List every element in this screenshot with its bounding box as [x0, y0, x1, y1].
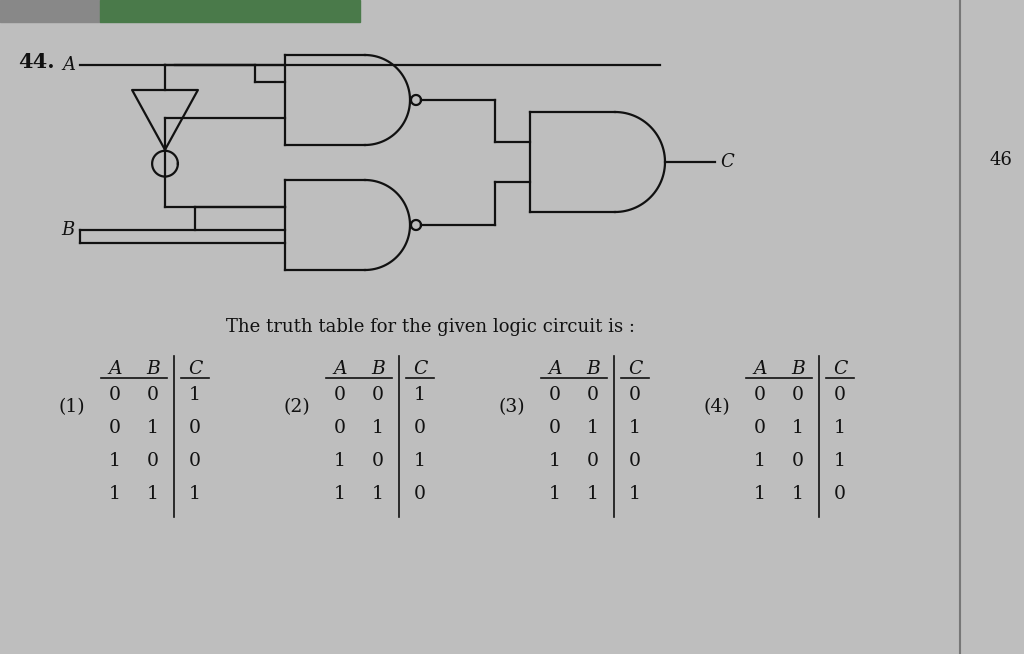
Text: 0: 0 — [109, 419, 121, 437]
Text: 1: 1 — [372, 419, 384, 437]
Text: 0: 0 — [834, 386, 846, 404]
Text: 44.: 44. — [18, 52, 54, 72]
Text: 0: 0 — [629, 452, 641, 470]
Text: 1: 1 — [110, 452, 121, 470]
Text: A: A — [754, 360, 767, 378]
Text: (3): (3) — [499, 398, 525, 417]
Text: 1: 1 — [835, 452, 846, 470]
Bar — [100, 0, 360, 22]
Text: 1: 1 — [189, 485, 201, 503]
Text: B: B — [61, 221, 75, 239]
Text: 0: 0 — [549, 386, 561, 404]
Text: 1: 1 — [147, 419, 159, 437]
Text: 0: 0 — [372, 452, 384, 470]
Text: 1: 1 — [414, 386, 426, 404]
Text: 1: 1 — [334, 485, 346, 503]
Text: 1: 1 — [587, 419, 599, 437]
Text: 1: 1 — [549, 485, 561, 503]
Text: 0: 0 — [629, 386, 641, 404]
Text: C: C — [187, 360, 202, 378]
Text: 1: 1 — [334, 452, 346, 470]
Text: 1: 1 — [372, 485, 384, 503]
Text: 1: 1 — [549, 452, 561, 470]
Text: 0: 0 — [414, 485, 426, 503]
Text: 1: 1 — [792, 419, 804, 437]
Text: 0: 0 — [372, 386, 384, 404]
Text: 0: 0 — [189, 452, 201, 470]
Text: B: B — [586, 360, 600, 378]
Text: 0: 0 — [549, 419, 561, 437]
Text: (2): (2) — [284, 398, 310, 417]
Text: 0: 0 — [754, 386, 766, 404]
Text: The truth table for the given logic circuit is :: The truth table for the given logic circ… — [225, 318, 635, 336]
Text: C: C — [720, 153, 734, 171]
Text: 0: 0 — [792, 452, 804, 470]
Bar — [0, 0, 100, 22]
Text: 0: 0 — [834, 485, 846, 503]
Text: A: A — [109, 360, 122, 378]
Text: (1): (1) — [58, 398, 85, 417]
Text: 1: 1 — [792, 485, 804, 503]
Text: A: A — [333, 360, 347, 378]
Text: 46: 46 — [990, 151, 1013, 169]
Text: 0: 0 — [754, 419, 766, 437]
Text: C: C — [833, 360, 847, 378]
Text: 1: 1 — [110, 485, 121, 503]
Text: 1: 1 — [629, 419, 641, 437]
Text: 0: 0 — [334, 386, 346, 404]
Text: 1: 1 — [754, 452, 766, 470]
Text: 1: 1 — [629, 485, 641, 503]
Text: 1: 1 — [147, 485, 159, 503]
Text: 0: 0 — [147, 452, 159, 470]
Text: B: B — [792, 360, 805, 378]
Text: 0: 0 — [147, 386, 159, 404]
Text: 0: 0 — [109, 386, 121, 404]
Text: 0: 0 — [189, 419, 201, 437]
Text: C: C — [628, 360, 642, 378]
Text: A: A — [62, 56, 75, 74]
Text: 0: 0 — [414, 419, 426, 437]
Text: 1: 1 — [835, 419, 846, 437]
Text: (4): (4) — [703, 398, 730, 417]
Text: 0: 0 — [792, 386, 804, 404]
Text: 1: 1 — [414, 452, 426, 470]
Text: B: B — [371, 360, 385, 378]
Text: 1: 1 — [754, 485, 766, 503]
Text: A: A — [548, 360, 562, 378]
Text: 1: 1 — [189, 386, 201, 404]
Text: 0: 0 — [587, 386, 599, 404]
Text: 1: 1 — [587, 485, 599, 503]
Text: 0: 0 — [587, 452, 599, 470]
Text: 0: 0 — [334, 419, 346, 437]
Text: C: C — [413, 360, 427, 378]
Text: B: B — [146, 360, 160, 378]
